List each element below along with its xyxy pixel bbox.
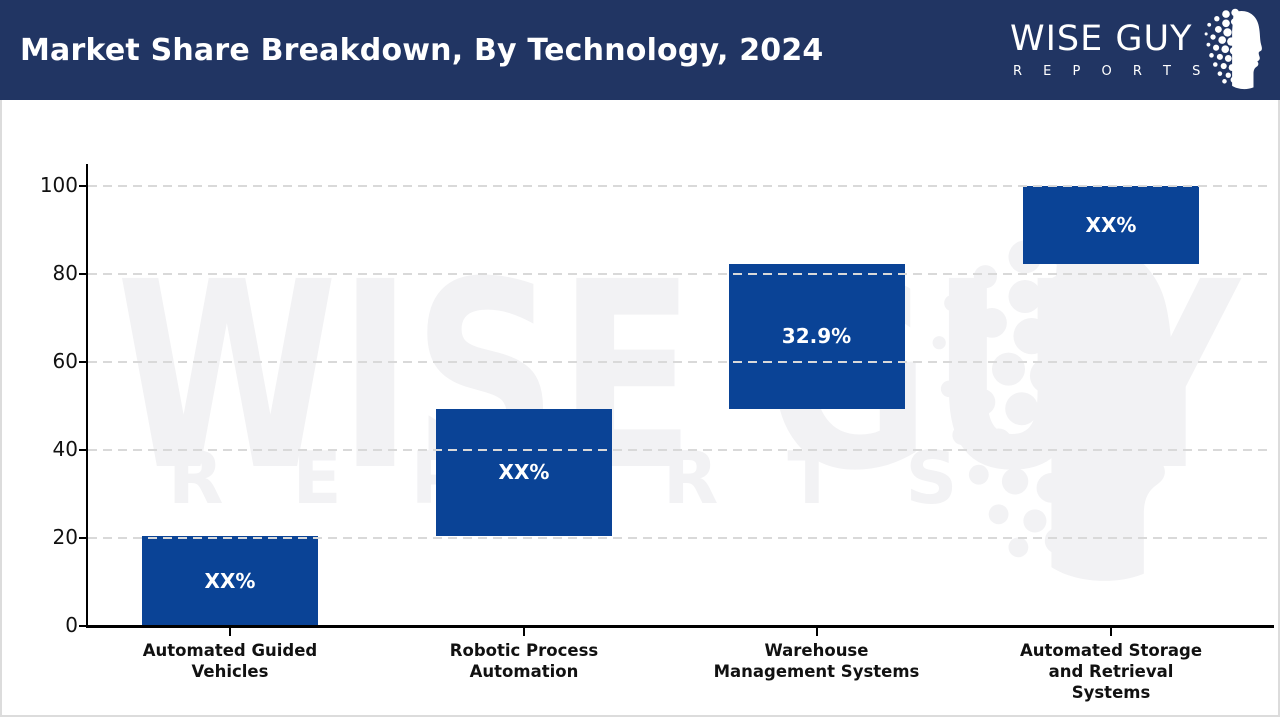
y-tick-80 <box>79 273 88 275</box>
gridline-y-20 <box>88 537 1272 539</box>
gridline-y-60 <box>88 361 1272 363</box>
category-label-1: Robotic Process Automation <box>449 641 599 682</box>
y-tick-0 <box>79 625 88 627</box>
bar-segment-2: 32.9% <box>728 263 905 409</box>
watermark-head-icon <box>860 212 1190 612</box>
y-axis-line <box>86 164 88 628</box>
y-tick-label-40: 40 <box>52 437 78 461</box>
gridline-y-100 <box>88 185 1272 187</box>
y-tick-label-80: 80 <box>52 261 78 285</box>
x-axis-line <box>86 625 1274 628</box>
logo-subtitle: R E P O R T S <box>1013 64 1209 79</box>
bar-value-label-3: XX% <box>1085 212 1137 237</box>
y-tick-label-100: 100 <box>39 173 78 197</box>
bar-segment-3: XX% <box>1023 186 1199 264</box>
gridline-y-40 <box>88 449 1272 451</box>
page-title: Market Share Breakdown, By Technology, 2… <box>20 32 824 68</box>
logo-wordmark: WISE GUY <box>1010 19 1193 59</box>
x-tick-3 <box>1110 628 1112 636</box>
x-tick-2 <box>815 628 818 636</box>
x-tick-1 <box>523 628 525 636</box>
bar-segment-1: XX% <box>436 408 612 536</box>
bar-value-label-1: XX% <box>498 460 550 485</box>
y-tick-40 <box>79 449 88 451</box>
logo-head-icon <box>1186 8 1266 92</box>
bar-segment-0: XX% <box>142 535 318 626</box>
y-tick-20 <box>79 537 88 539</box>
y-tick-label-0: 0 <box>65 613 78 637</box>
category-label-0: Automated Guided Vehicles <box>142 641 318 682</box>
bar-value-label-0: XX% <box>204 568 256 593</box>
category-label-3: Automated Storage and Retrieval Systems <box>1019 641 1203 703</box>
y-tick-60 <box>79 361 88 363</box>
category-label-2: Warehouse Management Systems <box>713 641 920 682</box>
y-tick-label-60: 60 <box>52 349 78 373</box>
y-tick-label-20: 20 <box>52 525 78 549</box>
logo-text: WISE GUY R E P O R T S <box>1010 19 1209 80</box>
gridline-y-80 <box>88 273 1272 275</box>
bar-value-label-2: 32.9% <box>781 324 852 349</box>
x-tick-0 <box>229 628 231 636</box>
header: Market Share Breakdown, By Technology, 2… <box>0 0 1280 100</box>
wiseguy-logo: WISE GUY R E P O R T S <box>1010 6 1266 94</box>
y-tick-100 <box>79 185 88 187</box>
